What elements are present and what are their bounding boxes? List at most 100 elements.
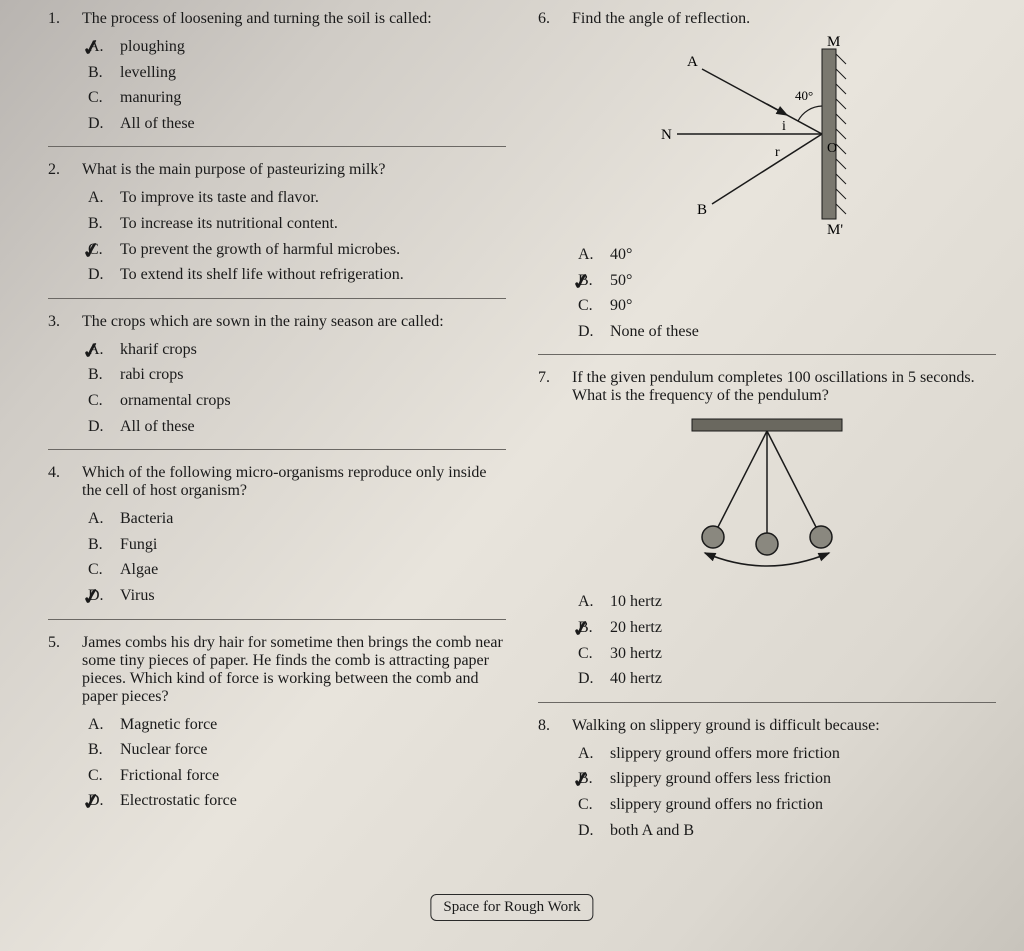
q7-opt-c-letter: C.: [578, 641, 600, 667]
q2-opt-c-letter: C.: [88, 237, 110, 263]
q1-opt-b-letter: B.: [88, 60, 110, 86]
q2-opt-b-text: To increase its nutritional content.: [120, 211, 506, 237]
q8-opt-c-letter: C.: [578, 792, 600, 818]
q2-options: A.To improve its taste and flavor. B.To …: [48, 185, 506, 287]
q1-opt-c-letter: C.: [88, 85, 110, 111]
q1-opt-d-letter: D.: [88, 111, 110, 137]
q5-opt-c-text: Frictional force: [120, 763, 506, 789]
q3-opt-b-text: rabi crops: [120, 362, 506, 388]
q2-text: What is the main purpose of pasteurizing…: [82, 161, 506, 179]
q6-opt-c-text: 90°: [610, 293, 996, 319]
q1-opt-d-text: All of these: [120, 111, 506, 137]
q2-opt-a-letter: A.: [88, 185, 110, 211]
q1-opt-b-text: levelling: [120, 60, 506, 86]
q7-number: 7.: [538, 369, 558, 405]
q8-opt-a-text: slippery ground offers more friction: [610, 741, 996, 767]
q8-options: A.slippery ground offers more friction B…: [538, 741, 996, 843]
q3-opt-c-letter: C.: [88, 388, 110, 414]
q7-opt-c-text: 30 hertz: [610, 641, 996, 667]
q3-opt-b-letter: B.: [88, 362, 110, 388]
question-7: 7. If the given pendulum completes 100 o…: [538, 369, 996, 702]
q4-opt-d-text: Virus: [120, 583, 506, 609]
q8-opt-b-text: slippery ground offers less friction: [610, 766, 996, 792]
q1-opt-a-letter: A.: [88, 34, 110, 60]
q5-opt-a-letter: A.: [88, 712, 110, 738]
question-2: 2. What is the main purpose of pasteuriz…: [48, 161, 506, 298]
pendulum-diagram: [657, 411, 877, 581]
q5-opt-d-letter: D.: [88, 788, 110, 814]
q6-opt-b-text: 50°: [610, 268, 996, 294]
q8-opt-b-letter: B.: [578, 766, 600, 792]
q2-opt-d-letter: D.: [88, 262, 110, 288]
q2-opt-d-text: To extend its shelf life without refrige…: [120, 262, 506, 288]
q3-number: 3.: [48, 313, 68, 331]
q7-options: A.10 hertz B.20 hertz C.30 hertz D.40 he…: [538, 589, 996, 691]
q6-opt-d-text: None of these: [610, 319, 996, 345]
q4-text: Which of the following micro-organisms r…: [82, 464, 506, 500]
question-1: 1. The process of loosening and turning …: [48, 10, 506, 147]
q2-opt-a-text: To improve its taste and flavor.: [120, 185, 506, 211]
q1-opt-a-text: ploughing: [120, 34, 506, 60]
q6-opt-b-letter: B.: [578, 268, 600, 294]
q4-number: 4.: [48, 464, 68, 500]
right-column: 6. Find the angle of reflection.: [538, 10, 996, 867]
label-O: O: [827, 141, 837, 156]
label-N: N: [661, 127, 672, 143]
q7-opt-a-text: 10 hertz: [610, 589, 996, 615]
q3-opt-d-letter: D.: [88, 414, 110, 440]
q7-opt-b-letter: B.: [578, 615, 600, 641]
q4-opt-c-text: Algae: [120, 557, 506, 583]
left-column: 1. The process of loosening and turning …: [48, 10, 506, 867]
reflection-diagram: M M' A N B O i r 40°: [617, 34, 917, 234]
q5-opt-b-text: Nuclear force: [120, 737, 506, 763]
q5-options: A.Magnetic force B.Nuclear force C.Frict…: [48, 712, 506, 814]
q3-text: The crops which are sown in the rainy se…: [82, 313, 506, 331]
label-r: r: [775, 145, 780, 160]
q8-opt-c-text: slippery ground offers no friction: [610, 792, 996, 818]
q7-text: If the given pendulum completes 100 osci…: [572, 369, 996, 405]
q8-number: 8.: [538, 717, 558, 735]
q4-options: A.Bacteria B.Fungi C.Algae D.Virus: [48, 506, 506, 608]
q4-opt-a-text: Bacteria: [120, 506, 506, 532]
q3-options: A. kharif crops B. rabi crops C. ornamental…: [48, 337, 506, 439]
label-angle: 40°: [795, 88, 813, 103]
rough-work-box: Space for Rough Work: [430, 894, 593, 921]
q4-opt-a-letter: A.: [88, 506, 110, 532]
q5-text: James combs his dry hair for sometime th…: [82, 634, 506, 706]
q3-opt-c-text: ornamental crops: [120, 388, 506, 414]
q7-opt-b-text: 20 hertz: [610, 615, 996, 641]
q3-opt-a-text: kharif crops: [120, 337, 506, 363]
q8-text: Walking on slippery ground is difficult …: [572, 717, 996, 735]
q5-number: 5.: [48, 634, 68, 706]
q4-opt-b-letter: B.: [88, 532, 110, 558]
q6-text: Find the angle of reflection.: [572, 10, 996, 28]
question-4: 4. Which of the following micro-organism…: [48, 464, 506, 619]
label-B: B: [697, 202, 707, 218]
label-i: i: [782, 119, 786, 134]
q3-opt-a-letter: A.: [88, 337, 110, 363]
label-A: A: [687, 54, 698, 70]
q8-opt-d-text: both A and B: [610, 818, 996, 844]
question-6: 6. Find the angle of reflection.: [538, 10, 996, 355]
q8-opt-d-letter: D.: [578, 818, 600, 844]
q4-opt-d-letter: D.: [88, 583, 110, 609]
q7-opt-d-text: 40 hertz: [610, 666, 996, 692]
q1-options: A. ploughing B. levelling C. manuring D. All…: [48, 34, 506, 136]
q6-number: 6.: [538, 10, 558, 28]
label-M1: M': [827, 222, 843, 234]
q5-opt-d-text: Electrostatic force: [120, 788, 506, 814]
q5-opt-a-text: Magnetic force: [120, 712, 506, 738]
q3-opt-d-text: All of these: [120, 414, 506, 440]
q1-opt-c-text: manuring: [120, 85, 506, 111]
q4-opt-b-text: Fungi: [120, 532, 506, 558]
question-5: 5. James combs his dry hair for sometime…: [48, 634, 506, 824]
q6-opt-a-text: 40°: [610, 242, 996, 268]
question-3: 3. The crops which are sown in the rainy…: [48, 313, 506, 450]
columns-container: 1. The process of loosening and turning …: [48, 10, 996, 867]
question-8: 8. Walking on slippery ground is difficu…: [538, 717, 996, 853]
label-M: M: [827, 34, 840, 50]
q6-options: A.40° B.50° C.90° D.None of these: [538, 242, 996, 344]
q6-opt-d-letter: D.: [578, 319, 600, 345]
q6-opt-c-letter: C.: [578, 293, 600, 319]
q1-text: The process of loosening and turning the…: [82, 10, 506, 28]
